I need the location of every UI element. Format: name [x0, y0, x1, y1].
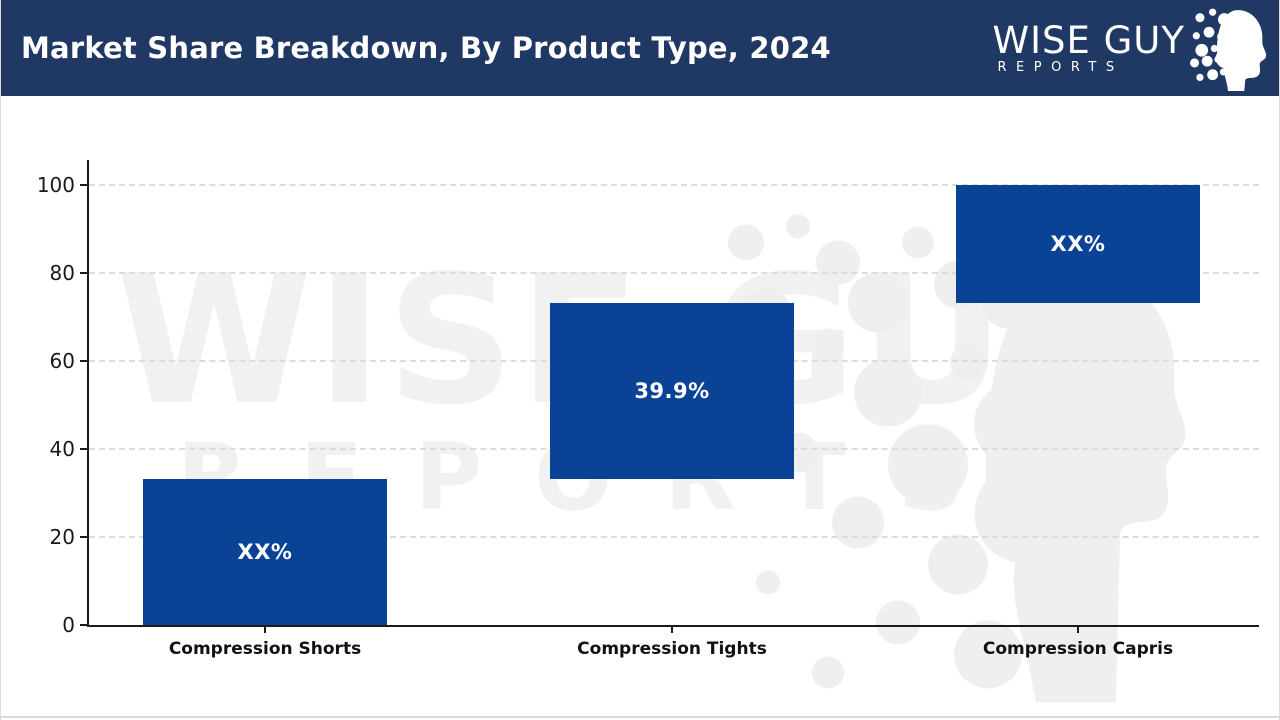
- y-tick-mark: [80, 360, 88, 362]
- gridline-20: [89, 536, 1259, 538]
- y-tick-label: 40: [49, 437, 75, 461]
- y-tick-mark: [80, 272, 88, 274]
- category-label: Compression Shorts: [168, 639, 362, 659]
- bar-compression-capris: XX%: [956, 185, 1200, 304]
- y-tick-label: 80: [49, 261, 75, 285]
- bar-value-label: XX%: [237, 539, 293, 564]
- chart-title: Market Share Breakdown, By Product Type,…: [21, 31, 831, 65]
- y-tick-label: 100: [36, 173, 75, 197]
- y-tick-mark: [80, 624, 88, 626]
- y-axis-line: [87, 160, 89, 627]
- y-tick-label: 20: [49, 525, 75, 549]
- y-tick-mark: [80, 448, 88, 450]
- gridline-80: [89, 272, 1259, 274]
- gridline-100: [89, 184, 1259, 186]
- bar-compression-tights: 39.9%: [550, 303, 794, 479]
- bar-value-label: XX%: [1050, 232, 1106, 257]
- bottom-border: [1, 716, 1279, 718]
- y-tick-mark: [80, 536, 88, 538]
- header-banner: Market Share Breakdown, By Product Type,…: [1, 0, 1279, 96]
- logo-wordmark: WISE GUY: [992, 18, 1185, 62]
- brand-logo: WISE GUY REPORTS: [993, 5, 1269, 91]
- brand-wordmark-block: WISE GUY REPORTS: [992, 18, 1185, 76]
- y-tick-mark: [80, 184, 88, 186]
- bar-value-label: 39.9%: [634, 379, 710, 404]
- x-tick-mark: [264, 627, 266, 633]
- x-tick-mark: [671, 627, 673, 633]
- bar-compression-shorts: XX%: [143, 478, 387, 625]
- x-tick-mark: [1077, 627, 1079, 633]
- logo-subtext: REPORTS: [997, 60, 1124, 76]
- y-tick-label: 60: [49, 349, 75, 373]
- logo-face-icon: [1189, 8, 1267, 91]
- x-axis-line: [87, 625, 1259, 627]
- y-tick-label: 0: [62, 613, 75, 637]
- category-label: Compression Capris: [982, 639, 1174, 659]
- category-label: Compression Tights: [577, 639, 767, 659]
